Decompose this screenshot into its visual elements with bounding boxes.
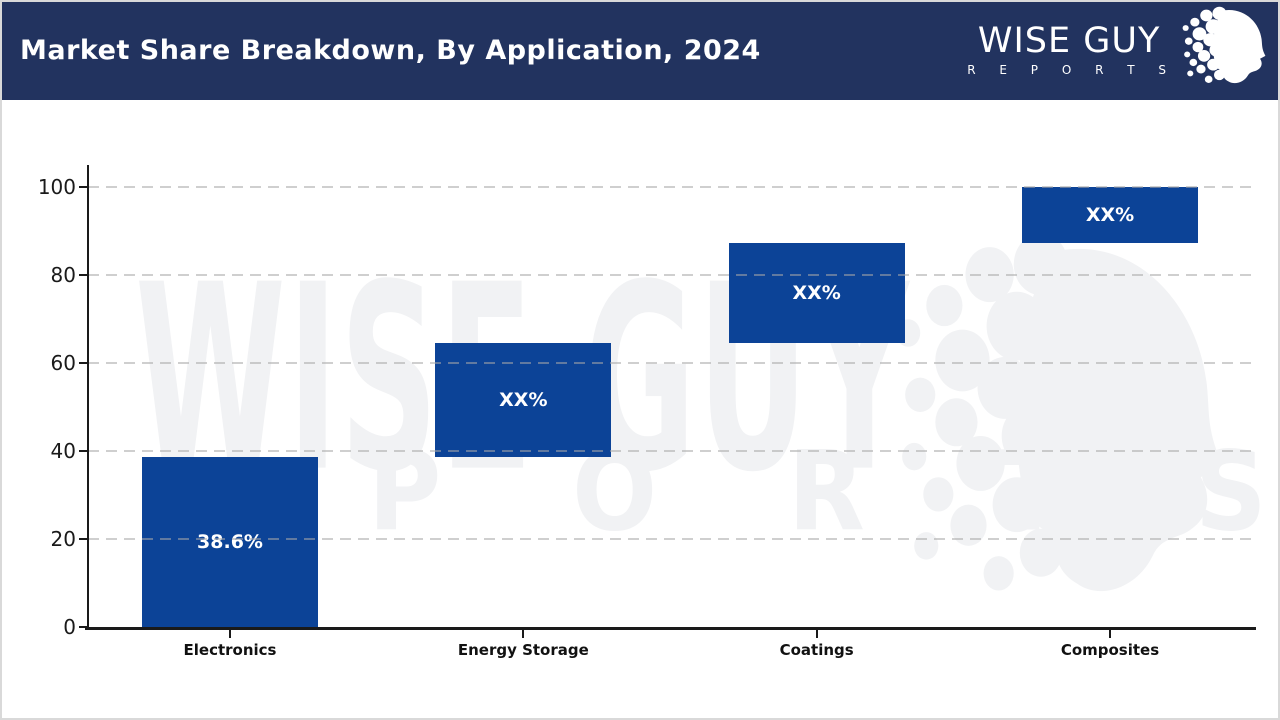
- y-tickmark-20: [79, 538, 88, 540]
- y-tickmark-40: [79, 450, 88, 452]
- y-tick-label-20: 20: [50, 527, 76, 551]
- y-tick-label-40: 40: [50, 439, 76, 463]
- brand-logo: WISE GUY R E P O R T S: [962, 6, 1280, 94]
- gridline-100: [88, 186, 1253, 188]
- x-category-label: Coatings: [779, 641, 854, 659]
- x-category-label: Energy Storage: [457, 641, 589, 659]
- brand-name: WISE GUY: [977, 20, 1161, 61]
- y-tick-label-80: 80: [50, 263, 76, 287]
- x-axis-line: [85, 627, 1256, 630]
- y-tickmark-80: [79, 274, 88, 276]
- x-category-label: Electronics: [183, 641, 277, 659]
- x-tickmark: [815, 630, 818, 638]
- x-tickmark: [1108, 630, 1111, 638]
- wise-guy-head-icon: [1182, 6, 1266, 84]
- watermark-head-icon: [896, 233, 1222, 592]
- x-tickmark: [522, 630, 525, 638]
- bar-value-label: 38.6%: [197, 531, 263, 554]
- bar-value-label: XX%: [792, 282, 841, 305]
- bar-coatings: [728, 242, 905, 344]
- bar-electronics: [142, 457, 318, 627]
- x-tickmark: [229, 630, 231, 638]
- y-tickmark-60: [79, 362, 88, 364]
- gridline-80: [88, 274, 1253, 276]
- page-title: Market Share Breakdown, By Application, …: [20, 34, 761, 66]
- y-tickmark-0: [79, 626, 88, 628]
- gridline-20: [88, 538, 1253, 540]
- y-tick-label-0: 0: [63, 615, 76, 639]
- x-category-label: Composites: [1060, 641, 1160, 659]
- y-axis-line: [87, 165, 89, 629]
- gridline-40: [88, 450, 1253, 452]
- brand-text: WISE GUY R E P O R T S: [962, 20, 1176, 77]
- bar-value-label: XX%: [1085, 203, 1135, 226]
- gridline-60: [88, 362, 1253, 364]
- chart-area: WISE GUY P O R T S 0 20 40 60 80 100 38.6% Elec…: [0, 100, 1280, 720]
- y-tickmark-100: [79, 186, 88, 188]
- brand-subname: R E P O R T S: [967, 62, 1176, 77]
- y-tick-label-60: 60: [50, 351, 76, 375]
- bar-value-label: XX%: [499, 389, 548, 412]
- header-banner: Market Share Breakdown, By Application, …: [0, 0, 1280, 100]
- y-tick-label-100: 100: [37, 175, 76, 199]
